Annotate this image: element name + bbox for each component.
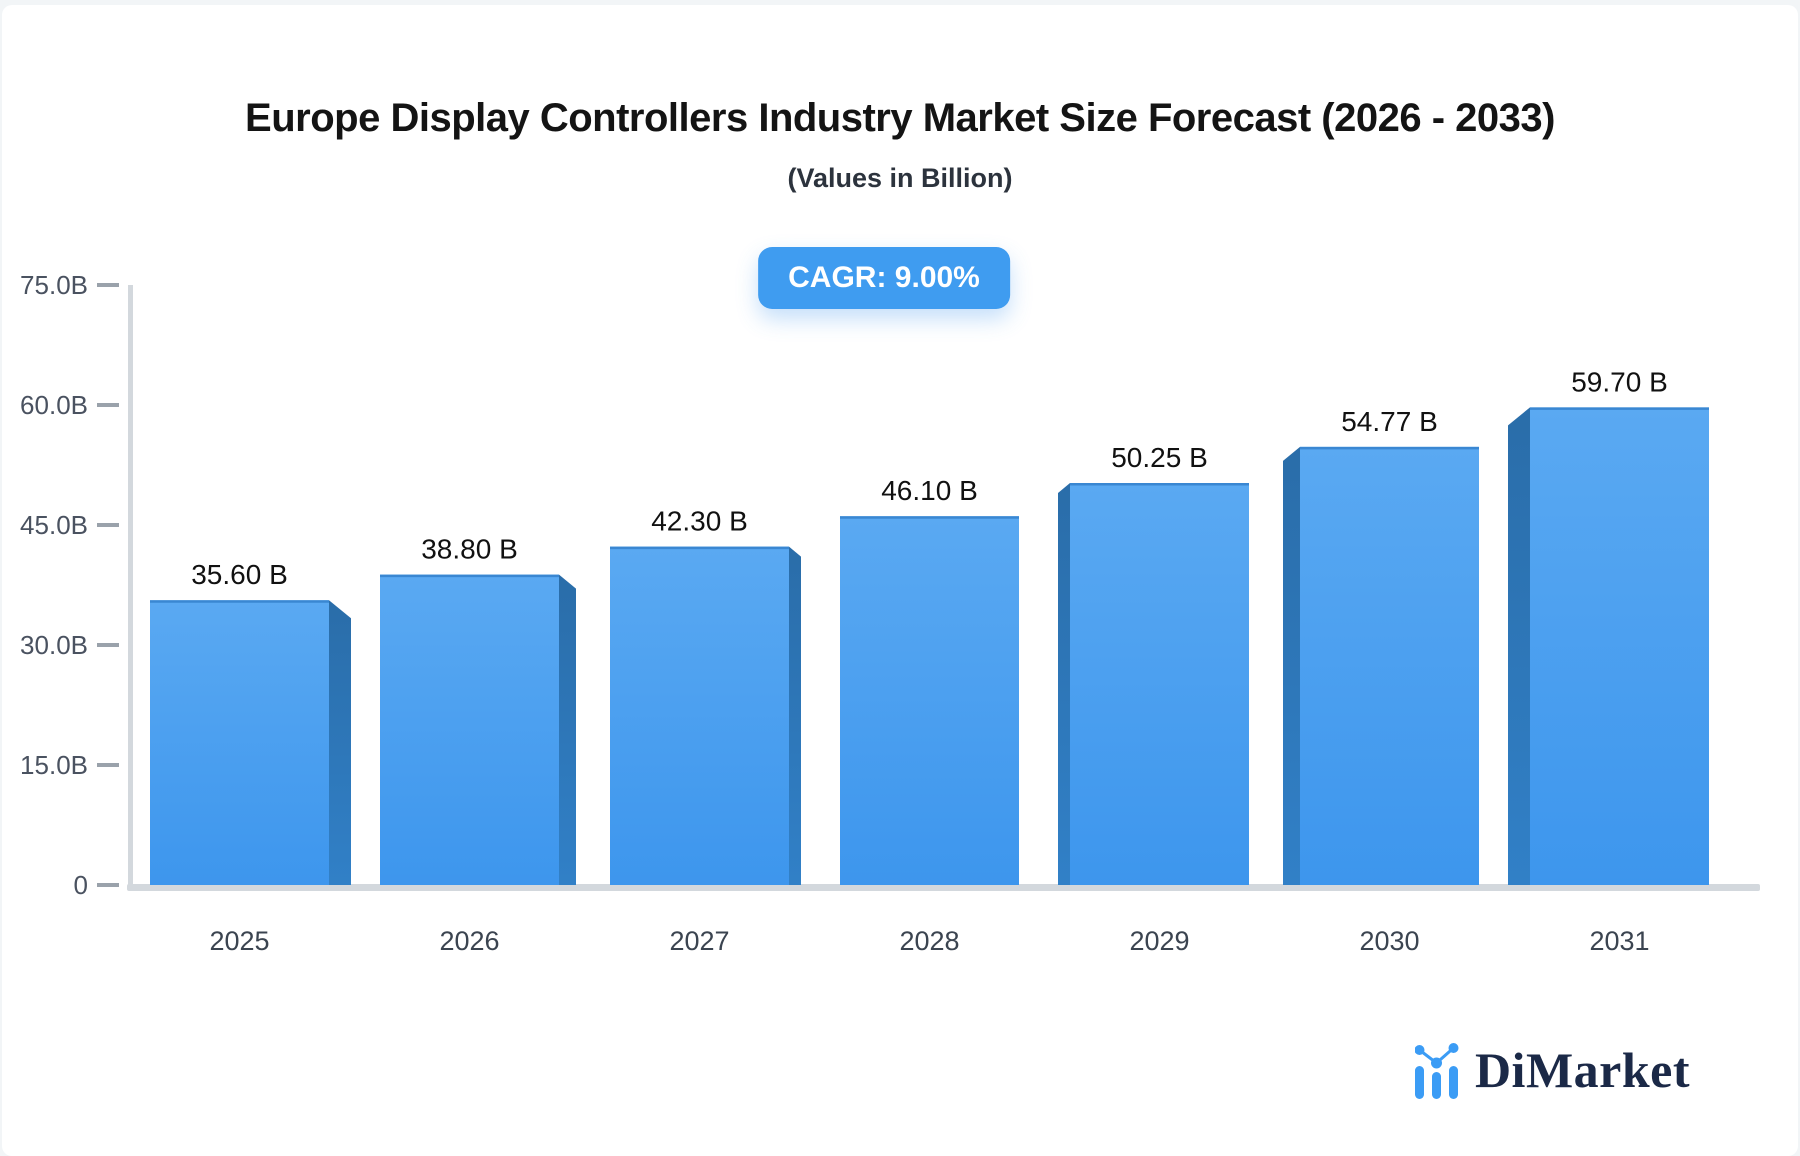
bar-side-face xyxy=(559,574,576,885)
bar-side-face xyxy=(1058,483,1070,885)
bar-group: 35.60 B 2025 xyxy=(150,559,351,956)
bar xyxy=(1530,407,1709,885)
bar-value-label: 35.60 B xyxy=(191,559,288,590)
bar-line-chart-icon xyxy=(1414,1043,1459,1099)
bar-group: 50.25 B 2029 xyxy=(1058,442,1249,956)
bar-side-face xyxy=(329,600,351,885)
x-axis-label: 2028 xyxy=(899,926,959,956)
y-axis-tick xyxy=(97,643,119,647)
bar-group: 42.30 B 2027 xyxy=(610,506,801,956)
bar-group: 59.70 B 2031 xyxy=(1508,366,1709,956)
x-axis-label: 2027 xyxy=(669,926,729,956)
y-axis-label: 45.0B xyxy=(20,510,88,540)
y-axis-line xyxy=(128,285,133,888)
y-axis-tick xyxy=(97,763,119,767)
bar-group: 38.80 B 2026 xyxy=(380,534,576,956)
brand-logo: DiMarket xyxy=(1414,1038,1690,1102)
bar-value-label: 42.30 B xyxy=(651,506,748,537)
y-axis-tick xyxy=(97,283,119,287)
x-axis-label: 2029 xyxy=(1129,926,1189,956)
bar xyxy=(380,574,559,885)
bar-group: 46.10 B 2028 xyxy=(840,475,1019,956)
bar xyxy=(150,600,329,885)
chart-title: Europe Display Controllers Industry Mark… xyxy=(245,96,1555,140)
y-axis-label: 30.0B xyxy=(20,630,88,660)
cagr-badge: CAGR: 9.00% xyxy=(758,247,1010,309)
x-axis-line xyxy=(127,884,1760,891)
bar-side-face xyxy=(1508,407,1530,885)
y-axis-tick xyxy=(97,523,119,527)
y-axis-tick xyxy=(97,883,119,887)
bar xyxy=(1070,483,1249,885)
y-axis-label: 60.0B xyxy=(20,390,88,420)
bar-value-label: 59.70 B xyxy=(1571,366,1668,397)
x-axis-label: 2026 xyxy=(439,926,499,956)
y-axis-label: 0 xyxy=(74,870,88,900)
bar-value-label: 38.80 B xyxy=(421,534,518,565)
y-axis-label: 15.0B xyxy=(20,750,88,780)
bar-side-face xyxy=(789,546,801,885)
brand-name: DiMarket xyxy=(1474,1042,1690,1098)
bar xyxy=(1300,446,1479,885)
bar xyxy=(610,546,789,885)
y-axis-tick xyxy=(97,403,119,407)
bar-side-face xyxy=(1283,446,1300,885)
x-axis-label: 2025 xyxy=(209,926,269,956)
bar-value-label: 54.77 B xyxy=(1341,406,1438,437)
bar-value-label: 50.25 B xyxy=(1111,442,1208,473)
bar-group: 54.77 B 2030 xyxy=(1283,406,1479,956)
y-axis-label: 75.0B xyxy=(20,270,88,300)
bar xyxy=(840,516,1019,885)
x-axis-label: 2030 xyxy=(1359,926,1419,956)
bar-value-label: 46.10 B xyxy=(881,475,978,506)
x-axis-label: 2031 xyxy=(1589,926,1649,956)
chart-subtitle: (Values in Billion) xyxy=(787,163,1013,193)
